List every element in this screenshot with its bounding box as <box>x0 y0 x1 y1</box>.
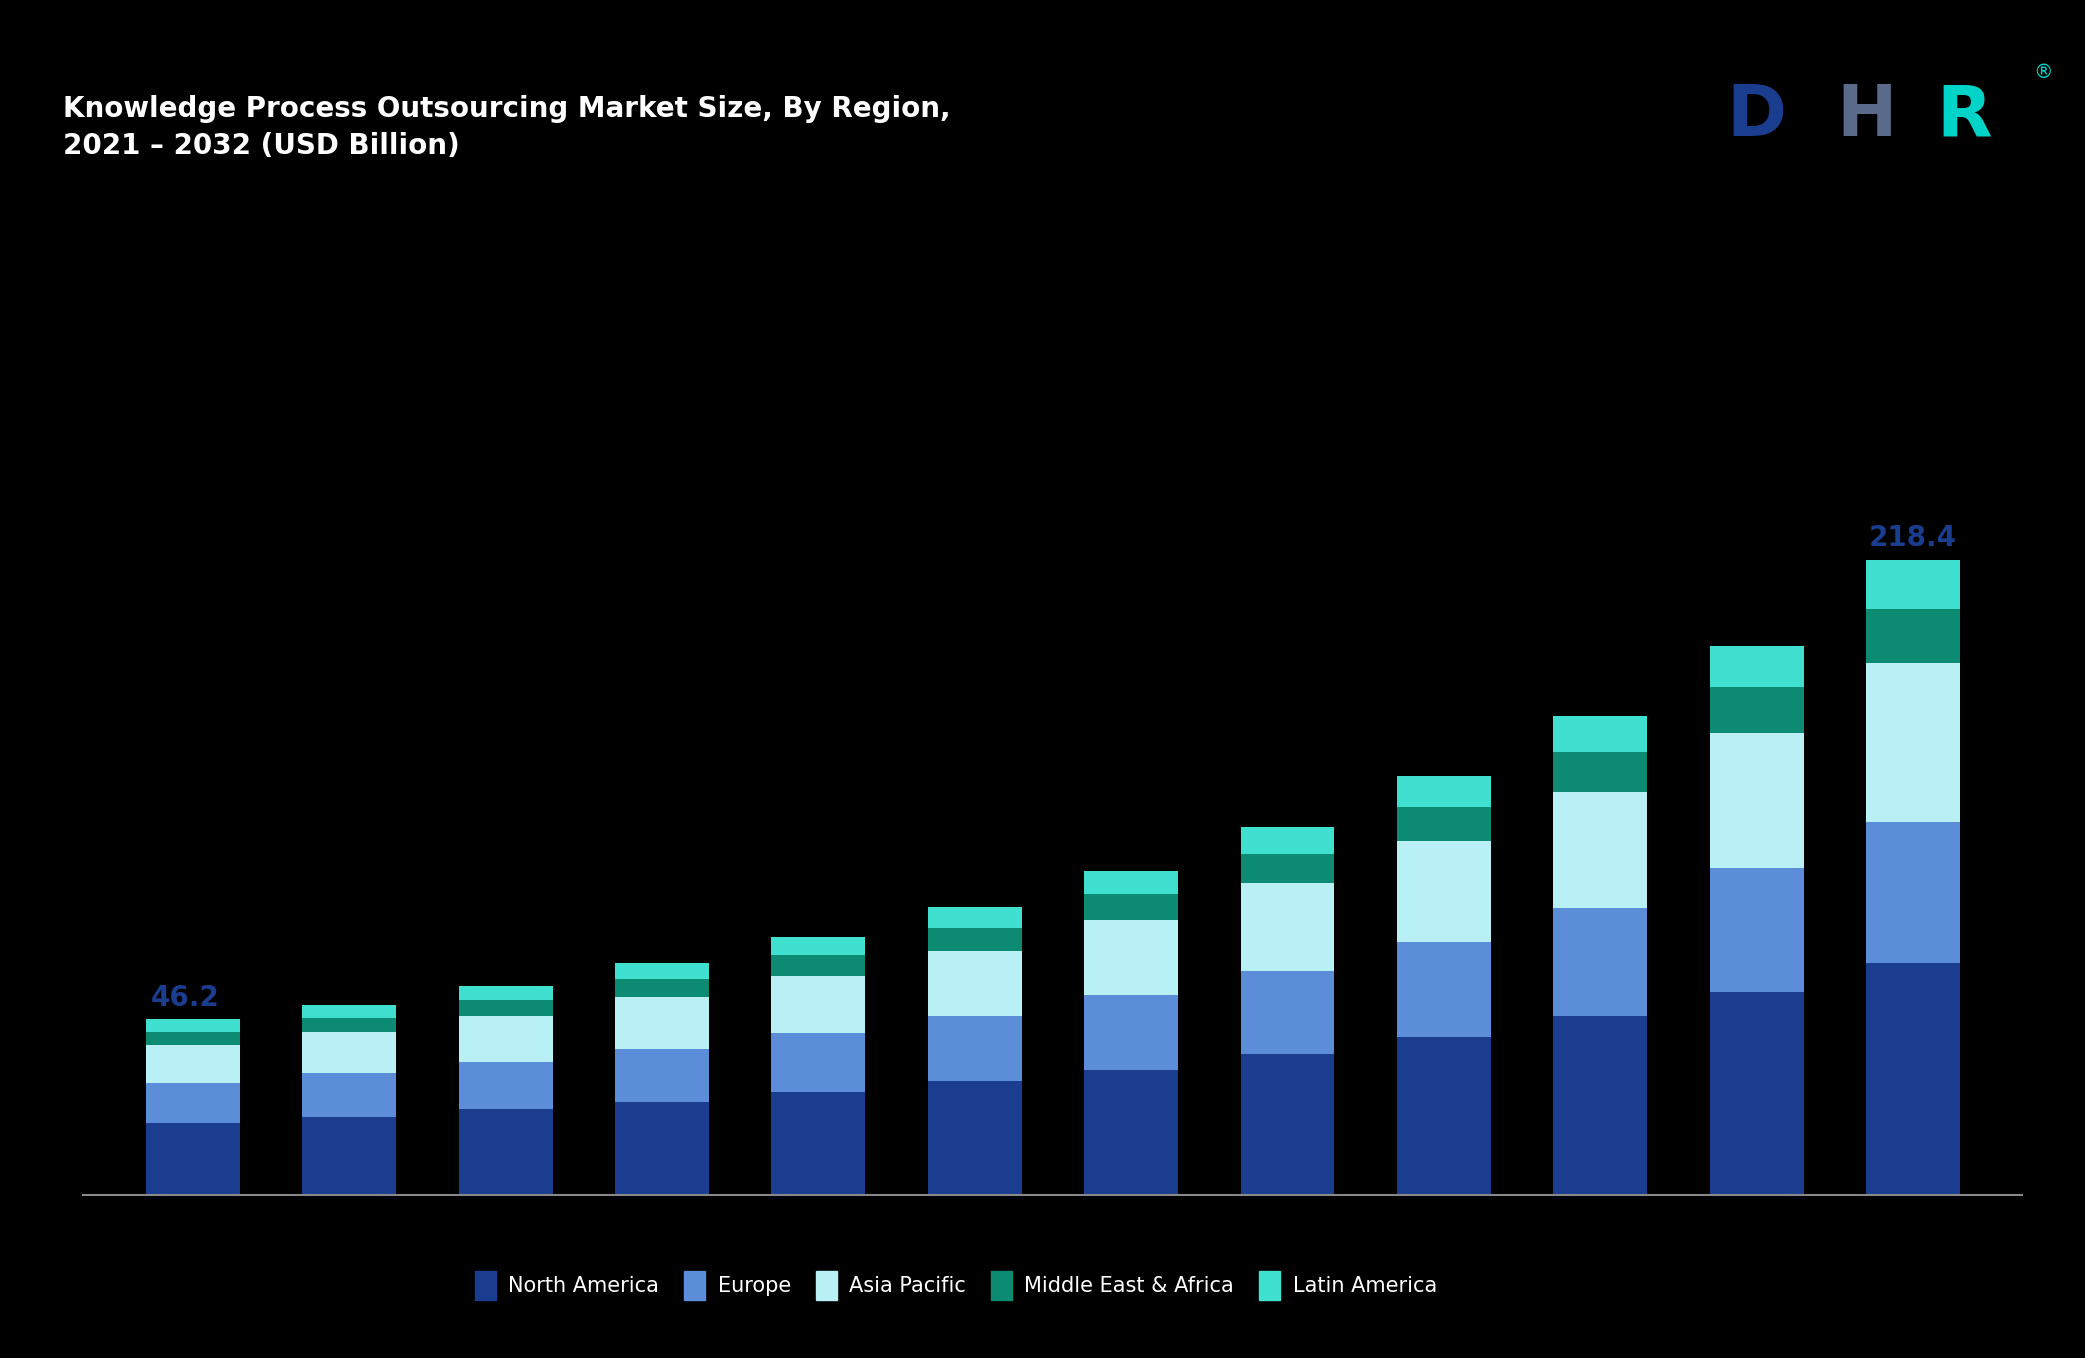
Bar <box>1084 921 1178 995</box>
Bar <box>771 937 865 956</box>
Bar <box>1866 559 1960 610</box>
Text: R: R <box>1937 83 1991 151</box>
Bar <box>1553 716 1647 752</box>
Bar <box>615 1048 709 1101</box>
Bar <box>1084 1070 1178 1195</box>
Text: D: D <box>1726 83 1787 151</box>
Bar <box>928 1016 1022 1081</box>
Bar <box>771 1033 865 1092</box>
Bar <box>1710 733 1804 868</box>
Bar <box>1710 687 1804 733</box>
Bar <box>1241 883 1334 971</box>
Text: ®: ® <box>2033 64 2054 83</box>
Bar <box>1397 775 1491 807</box>
Bar <box>1553 1016 1647 1195</box>
Bar <box>1866 610 1960 663</box>
Bar <box>1241 854 1334 883</box>
Bar <box>1710 645 1804 687</box>
Bar <box>615 1101 709 1195</box>
Bar <box>1397 807 1491 842</box>
Bar <box>1866 823 1960 963</box>
Bar <box>302 1118 396 1195</box>
Bar <box>1084 995 1178 1070</box>
Bar <box>1553 792 1647 909</box>
Bar <box>146 1032 240 1044</box>
Bar <box>459 1062 553 1109</box>
Bar <box>302 1032 396 1073</box>
Bar <box>146 1044 240 1082</box>
Bar <box>1084 895 1178 921</box>
Bar <box>459 986 553 1001</box>
Bar <box>1710 991 1804 1195</box>
Bar <box>615 963 709 979</box>
Bar <box>928 928 1022 951</box>
Bar <box>1866 963 1960 1195</box>
Bar <box>928 1081 1022 1195</box>
Bar <box>302 1005 396 1018</box>
Bar <box>459 1016 553 1062</box>
Bar <box>771 956 865 975</box>
Bar <box>771 975 865 1033</box>
Bar <box>302 1018 396 1032</box>
Text: Knowledge Process Outsourcing Market Size, By Region,
2021 – 2032 (USD Billion): Knowledge Process Outsourcing Market Siz… <box>63 95 951 160</box>
Bar <box>1397 1038 1491 1195</box>
Bar <box>459 1109 553 1195</box>
Bar <box>1866 663 1960 823</box>
Bar <box>1241 971 1334 1054</box>
Bar <box>1397 842 1491 942</box>
Bar <box>1241 1054 1334 1195</box>
Text: 46.2: 46.2 <box>150 983 219 1012</box>
Bar <box>1084 870 1178 895</box>
Bar <box>1553 752 1647 792</box>
Text: 218.4: 218.4 <box>1868 524 1958 553</box>
Bar <box>1710 868 1804 991</box>
Bar <box>1397 942 1491 1038</box>
Bar <box>146 1123 240 1195</box>
Text: H: H <box>1837 83 1897 151</box>
Bar <box>146 1082 240 1123</box>
Bar <box>459 1001 553 1016</box>
Bar <box>1553 909 1647 1016</box>
Bar <box>928 907 1022 928</box>
Bar <box>302 1073 396 1118</box>
Bar <box>615 979 709 997</box>
Bar <box>146 1020 240 1032</box>
Legend: North America, Europe, Asia Pacific, Middle East & Africa, Latin America: North America, Europe, Asia Pacific, Mid… <box>467 1263 1445 1309</box>
Bar <box>771 1092 865 1195</box>
Bar <box>1241 827 1334 854</box>
Bar <box>928 951 1022 1016</box>
Bar <box>615 997 709 1048</box>
